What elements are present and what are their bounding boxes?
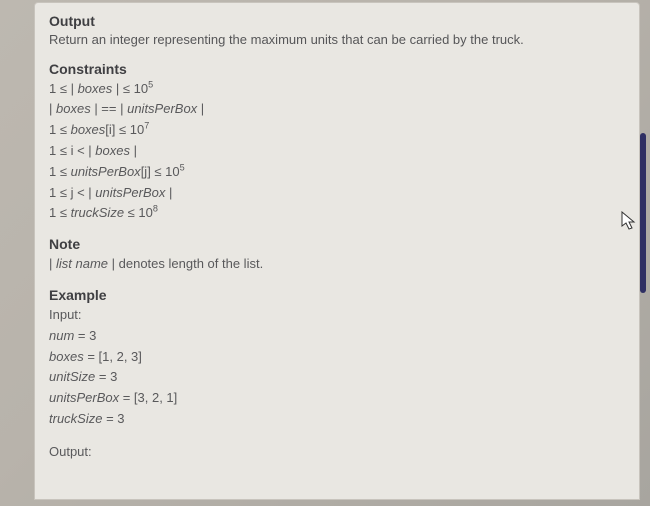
constraint-line: 1 ≤ boxes[i] ≤ 107 [49,120,625,141]
constraint-line: 1 ≤ j < | unitsPerBox | [49,183,625,204]
constraint-line: 1 ≤ | boxes | ≤ 105 [49,79,625,100]
scrollbar-track[interactable] [639,3,646,499]
example-input-label: Input: [49,305,625,326]
scrollbar-thumb[interactable] [640,133,646,293]
example-block: Example Input: num = 3boxes = [1, 2, 3]u… [49,287,625,463]
note-heading: Note [49,236,625,252]
note-post: | denotes length of the list. [108,256,263,271]
constraint-line: | boxes | == | unitsPerBox | [49,99,625,120]
note-var: list name [56,256,108,271]
example-line: num = 3 [49,326,625,347]
example-line: unitSize = 3 [49,367,625,388]
output-heading: Output [49,13,625,29]
page-wrap: Output Return an integer representing th… [0,0,650,506]
example-line: unitsPerBox = [3, 2, 1] [49,388,625,409]
note-block: Note | list name | denotes length of the… [49,236,625,275]
example-output-label: Output: [49,442,625,463]
problem-panel: Output Return an integer representing th… [34,2,640,500]
constraints-heading: Constraints [49,61,625,77]
constraint-line: 1 ≤ i < | boxes | [49,141,625,162]
note-line: | list name | denotes length of the list… [49,254,625,275]
constraint-line: 1 ≤ unitsPerBox[j] ≤ 105 [49,162,625,183]
note-pre: | [49,256,56,271]
example-lines: num = 3boxes = [1, 2, 3]unitSize = 3unit… [49,326,625,430]
example-line: truckSize = 3 [49,409,625,430]
example-line: boxes = [1, 2, 3] [49,347,625,368]
output-text: Return an integer representing the maxim… [49,31,625,49]
constraint-line: 1 ≤ truckSize ≤ 108 [49,203,625,224]
constraints-block: 1 ≤ | boxes | ≤ 105| boxes | == | unitsP… [49,79,625,225]
example-heading: Example [49,287,625,303]
